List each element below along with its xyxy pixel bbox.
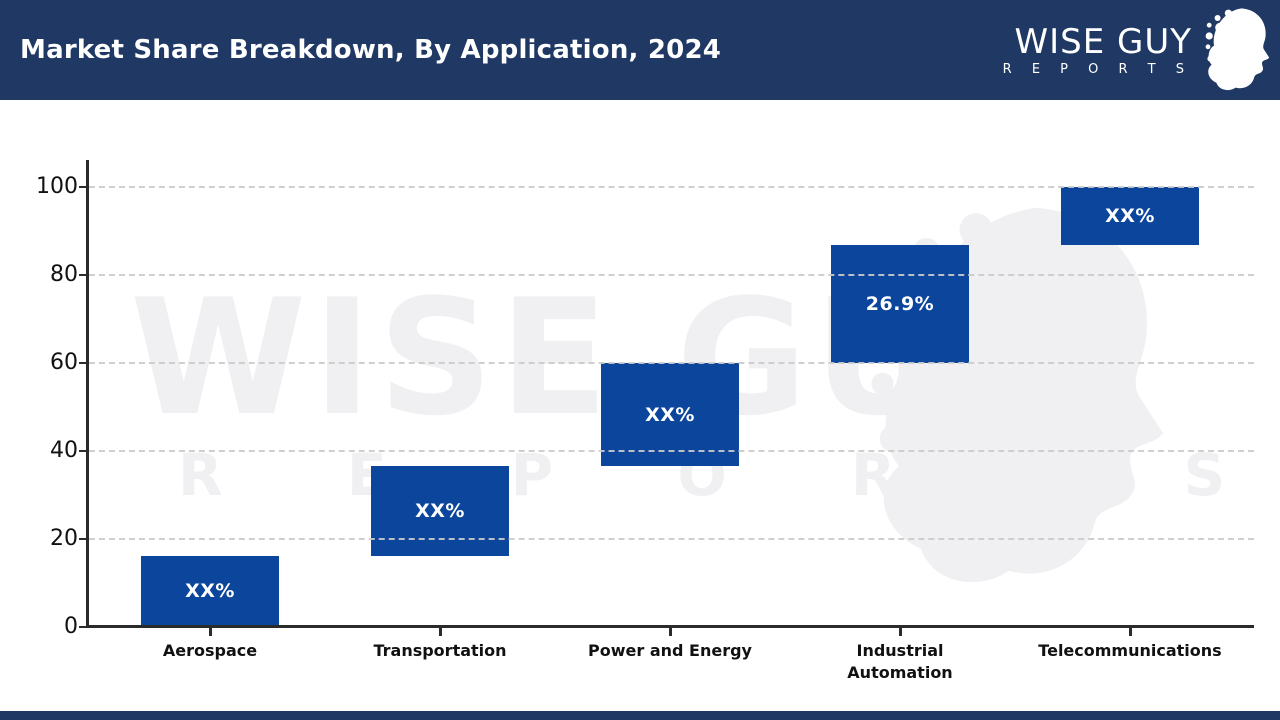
x-tick-mark bbox=[209, 628, 212, 636]
y-tick-mark bbox=[79, 186, 87, 188]
chart-title: Market Share Breakdown, By Application, … bbox=[20, 35, 722, 65]
x-tick-label-line: Industrial bbox=[856, 641, 944, 660]
wiseguy-logo: WISE GUY R E P O R T S bbox=[1003, 24, 1192, 77]
x-tick-label-line: Power and Energy bbox=[588, 641, 752, 660]
x-tick-label: Industrial Automation bbox=[785, 640, 1015, 684]
x-tick-mark bbox=[669, 628, 672, 636]
gridline bbox=[89, 362, 1254, 364]
footer-bar bbox=[0, 711, 1280, 720]
logo-subtitle: R E P O R T S bbox=[1002, 62, 1192, 77]
bar: XX% bbox=[371, 466, 509, 556]
x-tick-label-line: Transportation bbox=[373, 641, 507, 660]
x-tick-label: Transportation bbox=[325, 640, 555, 662]
y-tick-mark bbox=[79, 450, 87, 452]
y-tick-mark bbox=[79, 626, 87, 628]
bar-value-label: XX% bbox=[1105, 204, 1155, 227]
logo-name: WISE GUY bbox=[1014, 22, 1192, 62]
y-tick-label: 40 bbox=[50, 438, 78, 463]
x-tick-label-line: Telecommunications bbox=[1038, 641, 1222, 660]
y-tick-mark bbox=[79, 274, 87, 276]
gridline bbox=[89, 538, 1254, 540]
y-tick-mark bbox=[79, 538, 87, 540]
header-bar: Market Share Breakdown, By Application, … bbox=[0, 0, 1280, 100]
bar-value-label: 26.9% bbox=[865, 292, 935, 315]
y-tick-label: 20 bbox=[50, 526, 78, 551]
bar-value-label: XX% bbox=[645, 403, 695, 426]
logo-head-icon bbox=[1202, 6, 1274, 96]
bar: XX% bbox=[1061, 187, 1199, 245]
bar: XX% bbox=[141, 555, 279, 627]
x-axis-line bbox=[86, 625, 1254, 628]
x-tick-mark bbox=[1129, 628, 1132, 636]
gridline bbox=[89, 186, 1254, 188]
x-tick-mark bbox=[899, 628, 902, 636]
bar-value-label: XX% bbox=[185, 580, 235, 603]
x-tick-label-line: Automation bbox=[847, 663, 953, 682]
gridline bbox=[89, 450, 1254, 452]
y-tick-label: 60 bbox=[50, 350, 78, 375]
bar: 26.9% bbox=[831, 244, 969, 363]
y-tick-label: 100 bbox=[36, 174, 78, 199]
bar-value-label: XX% bbox=[415, 500, 465, 523]
y-tick-mark bbox=[79, 362, 87, 364]
x-tick-label: Power and Energy bbox=[555, 640, 785, 662]
x-tick-label: Aerospace bbox=[95, 640, 325, 662]
gridline bbox=[89, 274, 1254, 276]
bar: XX% bbox=[601, 363, 739, 467]
x-tick-label-line: Aerospace bbox=[162, 641, 258, 660]
y-tick-label: 80 bbox=[50, 262, 78, 287]
y-axis-line bbox=[86, 160, 89, 628]
x-tick-mark bbox=[439, 628, 442, 636]
y-tick-label: 0 bbox=[64, 614, 78, 639]
x-tick-label: Telecommunications bbox=[1015, 640, 1245, 662]
